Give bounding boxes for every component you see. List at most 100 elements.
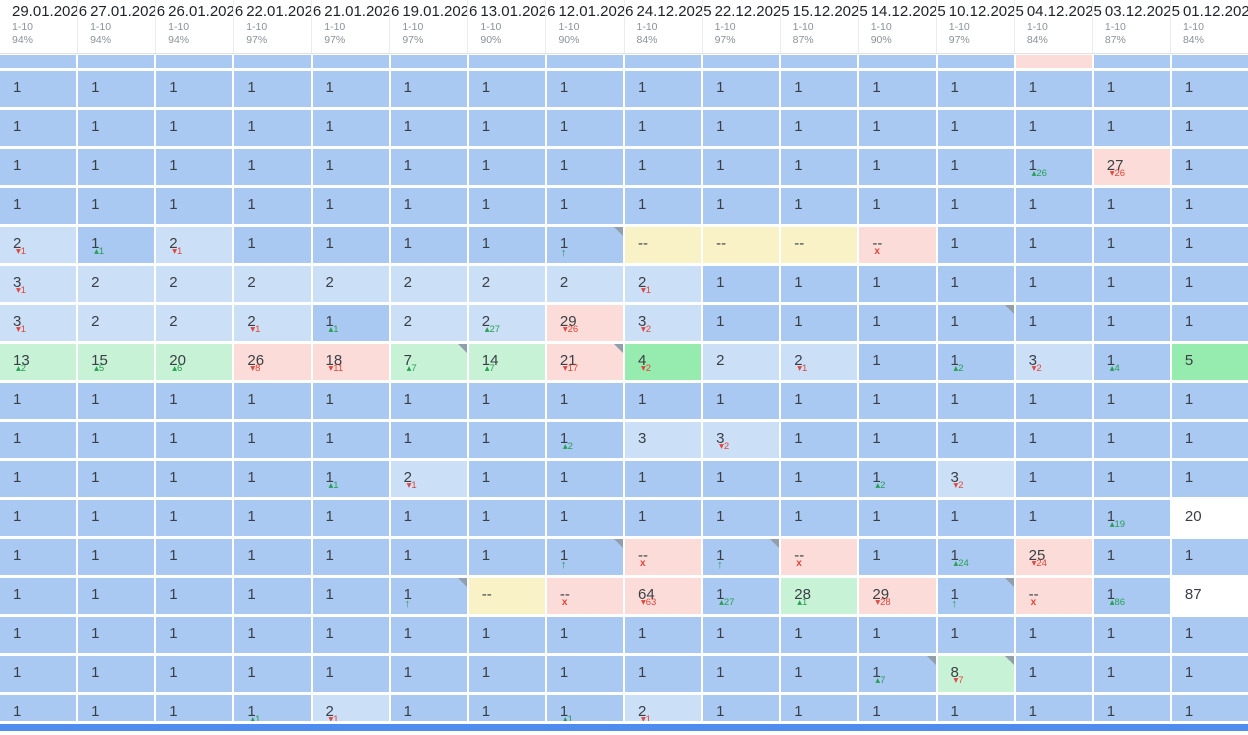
grid-cell[interactable]: 1 ↑ [390,578,467,614]
grid-cell[interactable]: 1 [1171,266,1248,302]
grid-cell[interactable]: 1 [312,422,389,458]
grid-cell[interactable]: 1 [625,383,702,419]
grid-cell[interactable]: 1 [1015,461,1092,497]
grid-cell[interactable]: 1 [1093,188,1170,224]
grid-cell[interactable]: 2 ▾1 [390,461,467,497]
grid-cell[interactable]: 1 [703,617,780,653]
grid-cell[interactable]: 1 [312,617,389,653]
grid-cell[interactable]: 1 [312,578,389,614]
grid-cell[interactable]: 1 [1093,110,1170,146]
grid-cell[interactable]: 1 [859,149,936,185]
grid-cell[interactable]: 1 [1171,188,1248,224]
grid-cell[interactable]: 1 [859,344,936,380]
grid-cell[interactable]: 1 [234,227,311,263]
grid-cell[interactable]: 1 [78,188,155,224]
grid-cell[interactable]: 5 [1171,344,1248,380]
grid-cell[interactable]: -- x [546,578,623,614]
grid-cell[interactable]: 1 [546,110,623,146]
grid-cell[interactable]: 1 [703,305,780,341]
grid-cell[interactable]: 1 [78,695,155,721]
grid-cell[interactable]: 1 [234,383,311,419]
grid-cell[interactable]: 1 [703,383,780,419]
grid-cell[interactable]: 1 ▴1 [234,695,311,721]
grid-cell[interactable]: 1 ↑ [937,578,1014,614]
grid-cell[interactable]: 1 [546,383,623,419]
grid-cell[interactable]: 4 ▾2 [625,344,702,380]
grid-cell[interactable]: 1 [156,695,233,721]
grid-cell[interactable]: 1 [1015,71,1092,107]
grid-cell[interactable]: 1 [234,422,311,458]
grid-cell[interactable]: 1 [625,188,702,224]
grid-cell[interactable]: 1 [859,617,936,653]
grid-cell[interactable]: 1 [1171,422,1248,458]
grid-cell[interactable]: 1 [859,305,936,341]
grid-cell-partial[interactable] [1171,55,1248,68]
grid-cell[interactable]: 1 [0,149,77,185]
grid-cell[interactable]: 1 ▴1 [312,305,389,341]
grid-cell[interactable]: 1 [0,656,77,692]
grid-cell[interactable]: 87 [1171,578,1248,614]
grid-cell[interactable]: 1 [781,695,858,721]
grid-cell[interactable]: -- [703,227,780,263]
grid-cell[interactable]: 2 [390,266,467,302]
grid-cell[interactable]: 1 [0,695,77,721]
grid-cell[interactable]: 2 ▾1 [625,695,702,721]
grid-cell[interactable]: 1 [234,539,311,575]
grid-cell[interactable]: 2 ▴27 [468,305,545,341]
grid-cell[interactable]: 1 [781,383,858,419]
grid-cell[interactable]: 1 [859,188,936,224]
grid-cell[interactable]: 2 [546,266,623,302]
grid-cell[interactable]: 1 [859,110,936,146]
grid-cell[interactable]: 2 [312,266,389,302]
grid-cell[interactable]: 1 [468,71,545,107]
grid-cell[interactable]: 1 [1171,539,1248,575]
grid-cell[interactable]: 1 [312,188,389,224]
grid-cell[interactable]: 1 [859,71,936,107]
grid-cell[interactable]: 1 [312,383,389,419]
grid-cell[interactable]: 1 [1093,383,1170,419]
column-header[interactable]: 27.01.2026 1-10 94% [77,0,165,53]
grid-cell[interactable]: 1 [390,149,467,185]
grid-cell[interactable]: 1 ▴7 [859,656,936,692]
grid-cell[interactable]: 1 ▴4 [1093,344,1170,380]
grid-cell[interactable]: -- [781,227,858,263]
grid-cell[interactable]: 1 [1015,695,1092,721]
grid-cell[interactable]: 1 [625,110,702,146]
grid-cell[interactable]: 1 [1171,149,1248,185]
column-header[interactable]: 29.01.2026 1-10 94% [0,0,87,53]
column-header[interactable]: 14.12.2025 1-10 90% [857,0,946,53]
grid-cell[interactable]: 1 [468,383,545,419]
column-header[interactable]: 15.12.2025 1-10 87% [779,0,868,53]
column-header[interactable]: 13.01.2026 1-10 90% [467,0,555,53]
grid-cell[interactable]: 1 [703,695,780,721]
grid-cell[interactable]: 1 [937,422,1014,458]
grid-cell[interactable]: 1 [625,500,702,536]
grid-cell[interactable]: 1 [1093,266,1170,302]
grid-cell[interactable]: 18 ▾11 [312,344,389,380]
grid-cell[interactable]: 1 [156,539,233,575]
grid-cell[interactable]: 7 ▴7 [390,344,467,380]
grid-cell[interactable]: 3 ▾1 [0,305,77,341]
column-header[interactable]: 24.12.2025 1-10 84% [623,0,712,53]
grid-cell[interactable]: 1 [781,188,858,224]
grid-cell[interactable]: 1 [0,539,77,575]
grid-cell[interactable]: 1 [625,71,702,107]
grid-cell[interactable]: 1 [468,110,545,146]
grid-cell[interactable]: 1 [1015,422,1092,458]
grid-cell[interactable]: 1 [703,149,780,185]
grid-cell-partial[interactable] [703,55,780,68]
column-header[interactable]: 22.01.2026 1-10 97% [233,0,321,53]
grid-cell[interactable]: -- x [781,539,858,575]
column-header[interactable]: 04.12.2025 1-10 84% [1013,0,1102,53]
grid-cell[interactable]: 1 [1015,617,1092,653]
grid-cell[interactable]: 20 [1171,500,1248,536]
grid-cell[interactable]: 1 [937,188,1014,224]
grid-cell[interactable]: 1 ▴1 [78,227,155,263]
grid-cell[interactable]: 1 [312,500,389,536]
grid-cell[interactable]: 1 [781,617,858,653]
column-header[interactable]: 12.01.2026 1-10 90% [545,0,634,53]
grid-cell[interactable]: 1 [1015,656,1092,692]
grid-cell[interactable]: 2 ▾1 [156,227,233,263]
grid-cell[interactable]: 1 [0,578,77,614]
grid-cell[interactable]: 1 [1093,422,1170,458]
